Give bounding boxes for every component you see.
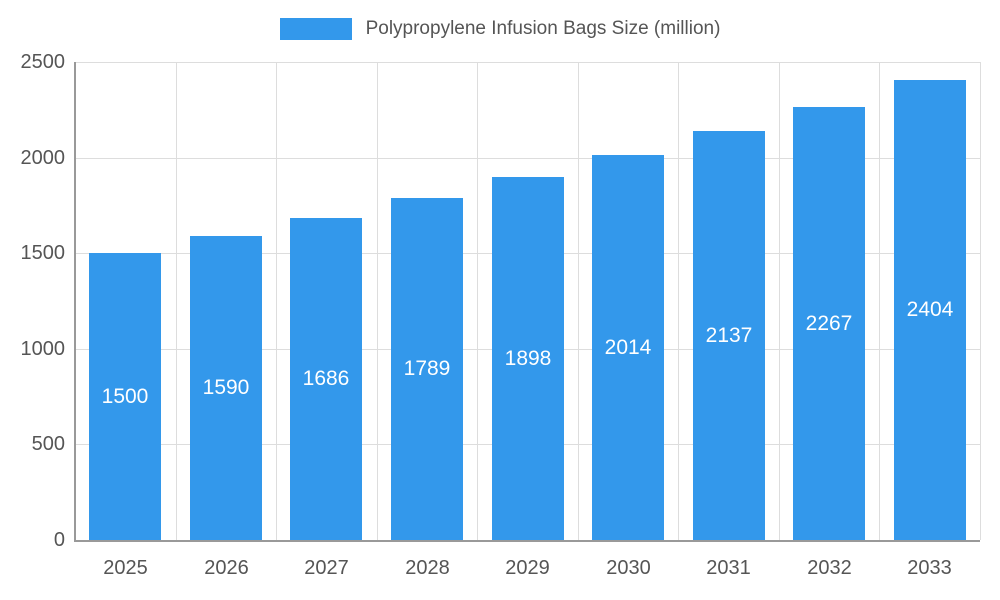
- x-axis-tick-label: 2032: [807, 557, 852, 579]
- gridline-vertical: [578, 62, 579, 540]
- gridline-vertical: [779, 62, 780, 540]
- bar-value-label: 1789: [403, 357, 451, 380]
- bar-2030: [592, 155, 664, 540]
- gridline-vertical: [477, 62, 478, 540]
- x-axis-tick-label: 2027: [304, 557, 349, 579]
- bar-2027: [290, 218, 362, 540]
- gridline-vertical: [678, 62, 679, 540]
- bar-value-label: 2014: [604, 336, 652, 359]
- bar-value-label: 2267: [805, 312, 853, 335]
- x-axis-tick-label: 2031: [706, 557, 751, 579]
- x-axis-tick-label: 2030: [606, 557, 651, 579]
- bar-2026: [190, 236, 262, 540]
- legend-label: Polypropylene Infusion Bags Size (millio…: [365, 18, 721, 39]
- gridline-vertical: [879, 62, 880, 540]
- bar-value-label: 1500: [101, 385, 149, 408]
- gridline-vertical: [276, 62, 277, 540]
- bar-2033: [894, 80, 966, 540]
- y-axis-tick-label: 500: [31, 433, 65, 455]
- bar-2028: [391, 198, 463, 540]
- gridline-horizontal: [75, 158, 980, 159]
- y-axis-tick-label: 0: [53, 529, 65, 551]
- y-axis-tick-label: 2500: [20, 51, 66, 73]
- x-axis-tick-label: 2029: [505, 557, 550, 579]
- gridline-vertical: [980, 62, 981, 540]
- gridline-vertical: [377, 62, 378, 540]
- bar-2031: [693, 131, 765, 540]
- bar-value-label: 1590: [202, 376, 250, 399]
- bar-value-label: 2404: [906, 298, 954, 321]
- bar-value-label: 1898: [504, 347, 552, 370]
- chart-legend[interactable]: Polypropylene Infusion Bags Size (millio…: [0, 18, 1000, 40]
- bar-value-label: 1686: [302, 367, 350, 390]
- y-axis-tick-label: 2000: [20, 147, 66, 169]
- bar-2029: [492, 177, 564, 540]
- y-axis-line: [74, 62, 76, 541]
- x-axis-line: [74, 540, 980, 542]
- legend-swatch: [279, 18, 352, 40]
- bar-2032: [793, 107, 865, 540]
- x-axis-tick-label: 2033: [907, 557, 952, 579]
- y-axis-tick-label: 1500: [20, 242, 66, 264]
- y-axis-tick-label: 1000: [20, 338, 66, 360]
- bar-2025: [89, 253, 161, 540]
- bar-value-label: 2137: [705, 324, 753, 347]
- x-axis-tick-label: 2026: [204, 557, 249, 579]
- gridline-horizontal: [75, 62, 980, 63]
- x-axis-tick-label: 2028: [405, 557, 450, 579]
- x-axis-tick-label: 2025: [103, 557, 148, 579]
- gridline-vertical: [176, 62, 177, 540]
